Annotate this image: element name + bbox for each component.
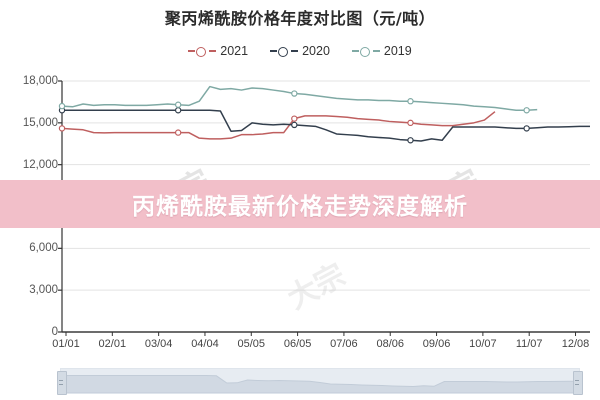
legend-item-2019[interactable]: 2019 bbox=[351, 44, 412, 58]
data-point-marker bbox=[174, 101, 182, 108]
data-point-marker bbox=[291, 90, 298, 97]
y-axis-tick-label: 6,000 bbox=[29, 242, 58, 255]
x-axis-tick-label: 12/08 bbox=[561, 338, 590, 350]
datazoom-preview bbox=[61, 369, 579, 393]
data-point-marker bbox=[58, 125, 66, 132]
data-point-marker bbox=[291, 121, 298, 129]
overlay-banner-text: 丙烯酰胺最新价格走势深度解析 bbox=[132, 194, 468, 220]
datazoom-handle-left[interactable] bbox=[57, 371, 67, 395]
data-point-marker bbox=[523, 107, 530, 114]
data-point-marker bbox=[407, 119, 414, 127]
circle-marker-icon bbox=[270, 45, 299, 57]
data-point-marker bbox=[291, 115, 298, 122]
series-lines bbox=[58, 85, 590, 144]
legend-label-2020: 2020 bbox=[302, 44, 330, 58]
chart-legend: 2021 2020 2019 bbox=[0, 44, 600, 58]
overlay-banner: 丙烯酰胺最新价格走势深度解析 bbox=[0, 180, 600, 228]
legend-label-2019: 2019 bbox=[383, 44, 412, 58]
series-line-2019 bbox=[61, 85, 538, 112]
y-axis-tick-label: 0 bbox=[51, 326, 58, 338]
legend-item-2021[interactable]: 2021 bbox=[188, 44, 248, 58]
y-axis-tick-label: 3,000 bbox=[29, 284, 58, 297]
x-axis-tick-label: 04/04 bbox=[191, 338, 219, 350]
data-point-marker bbox=[407, 137, 414, 144]
datazoom-slider[interactable] bbox=[57, 368, 583, 395]
x-axis-tick-label: 11/07 bbox=[515, 338, 543, 350]
datazoom-sparkline bbox=[61, 375, 579, 393]
data-point-marker bbox=[174, 129, 182, 136]
data-point-marker bbox=[407, 98, 414, 105]
chart-title: 聚丙烯酰胺价格年度对比图（元/吨） bbox=[164, 9, 436, 28]
data-point-marker bbox=[174, 107, 182, 114]
x-axis-tick-label: 08/06 bbox=[376, 338, 404, 350]
x-axis-tick-label: 06/05 bbox=[283, 338, 312, 350]
legend-item-2020[interactable]: 2020 bbox=[270, 44, 330, 58]
series-line-2020 bbox=[62, 109, 590, 142]
x-axis-tick-label: 07/06 bbox=[330, 338, 358, 350]
x-axis-tick-label: 01/01 bbox=[52, 338, 80, 350]
circle-marker-icon bbox=[351, 45, 380, 57]
datazoom-handle-right[interactable] bbox=[573, 371, 583, 395]
x-axis-tick-label: 10/07 bbox=[469, 338, 497, 350]
y-axis-tick-label: 12,000 bbox=[22, 158, 58, 171]
data-point-marker bbox=[523, 125, 530, 132]
x-axis-tick-label: 02/01 bbox=[98, 338, 127, 350]
legend-label-2021: 2021 bbox=[220, 44, 249, 58]
y-axis-tick-label: 18,000 bbox=[22, 75, 58, 87]
x-axis-tick-label: 09/06 bbox=[422, 338, 451, 350]
x-axis-tick-label: 03/04 bbox=[144, 338, 173, 350]
y-axis-tick-label: 15,000 bbox=[22, 116, 58, 129]
series-line-2021 bbox=[61, 111, 496, 140]
data-point-marker bbox=[58, 102, 66, 110]
circle-marker-icon bbox=[188, 45, 217, 57]
x-axis-tick-label: 05/05 bbox=[237, 338, 266, 350]
